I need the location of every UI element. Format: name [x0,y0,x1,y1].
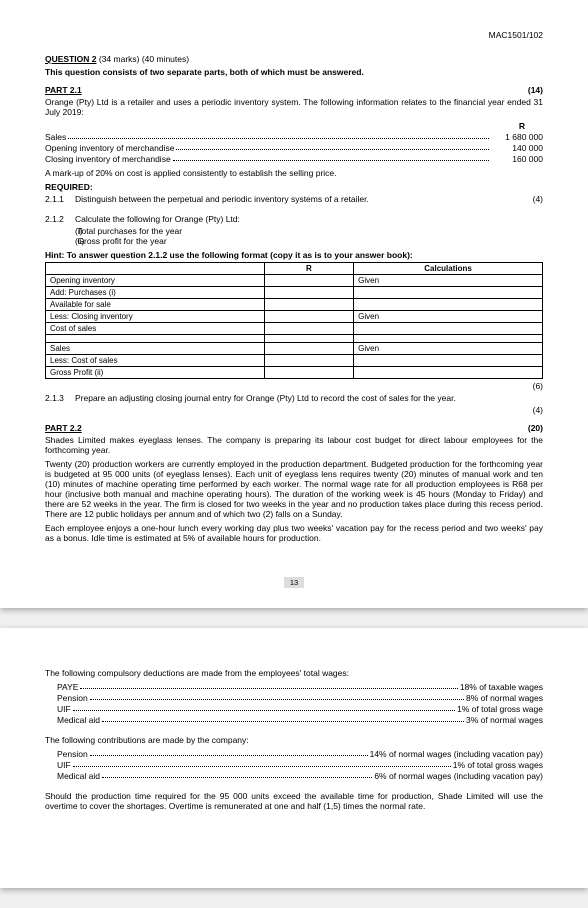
dot-leader [73,704,455,711]
dot-leader [173,154,489,161]
table-header-row: R Calculations [46,263,543,275]
dot-leader [90,749,368,756]
q-2-1-2-ii: (ii) Gross profit for the year [45,236,543,246]
roman-i: (i) [45,226,75,236]
figure-row: Sales 1 680 000 [45,132,543,142]
q-2-1-1: 2.1.1 Distinguish between the perpetual … [45,194,543,204]
contrib-label: UIF [57,760,71,770]
ded-label: UIF [57,704,71,714]
sub-text: Calculate the following for Orange (Pty)… [75,214,543,224]
deduction-row: Pension 8% of normal wages [57,693,543,703]
sub-number: 2.1.2 [45,214,75,224]
table-row: SalesGiven [46,343,543,355]
table-spacer [46,335,543,343]
figure-value: 1 680 000 [491,132,543,142]
roman-ii-text: Gross profit for the year [77,236,166,246]
sub-number: 2.1.1 [45,194,75,204]
dot-leader [176,143,489,150]
figure-value: 160 000 [491,154,543,164]
deduction-row: UIF 1% of total gross wage [57,704,543,714]
dot-leader [90,693,464,700]
dot-leader [102,715,464,722]
figure-row: Closing inventory of merchandise 160 000 [45,154,543,164]
figure-value: 140 000 [491,143,543,153]
q-2-1-2: 2.1.2 Calculate the following for Orange… [45,214,543,224]
ded-label: PAYE [57,682,78,692]
deductions-intro: The following compulsory deductions are … [45,668,543,678]
q-2-1-3-marks: (4) [45,405,543,415]
deduction-row: PAYE 18% of taxable wages [57,682,543,692]
contribution-row: Pension 14% of normal wages (including v… [57,749,543,759]
course-code: MAC1501/102 [45,30,543,40]
overtime-note: Should the production time required for … [45,791,543,811]
page-number: 13 [284,577,304,588]
table-row: Add: Purchases (i) [46,287,543,299]
sub-number: 2.1.3 [45,393,75,403]
part-22-p2: Twenty (20) production workers are curre… [45,459,543,519]
contributions-intro: The following contributions are made by … [45,735,543,745]
calc-table: R Calculations Opening inventoryGiven Ad… [45,262,543,379]
deductions-list: PAYE 18% of taxable wages Pension 8% of … [45,682,543,725]
part-21-header: PART 2.1 (14) [45,85,543,95]
part-22-label: PART 2.2 [45,423,82,433]
q-2-1-3: 2.1.3 Prepare an adjusting closing journ… [45,393,543,403]
table-row: Less: Closing inventoryGiven [46,311,543,323]
col-calc: Calculations [354,263,543,275]
part-22-p3: Each employee enjoys a one-hour lunch ev… [45,523,543,543]
ded-value: 18% of taxable wages [460,682,543,692]
contrib-value: 1% of total gross wages [453,760,543,770]
r-column-head: R [45,121,543,131]
col-r: R [264,263,353,275]
question-marks: (34 marks) (40 minutes) [99,54,189,64]
contribution-row: UIF 1% of total gross wages [57,760,543,770]
question-number: QUESTION 2 [45,54,96,64]
deduction-row: Medical aid 3% of normal wages [57,715,543,725]
q-2-1-2-i: (i) Total purchases for the year [45,226,543,236]
ded-value: 3% of normal wages [466,715,543,725]
dot-leader [80,682,457,689]
figure-row: Opening inventory of merchandise 140 000 [45,143,543,153]
figure-label: Opening inventory of merchandise [45,143,174,153]
page-1: MAC1501/102 QUESTION 2 (34 marks) (40 mi… [0,0,588,608]
part-21-marks: (14) [528,85,543,95]
required-label: REQUIRED: [45,182,543,192]
ded-label: Pension [57,693,88,703]
sub-text: Distinguish between the perpetual and pe… [75,194,519,204]
contrib-label: Pension [57,749,88,759]
question-intro: This question consists of two separate p… [45,67,543,77]
table-row: Gross Profit (ii) [46,367,543,379]
table-row: Cost of sales [46,323,543,335]
figure-label: Closing inventory of merchandise [45,154,171,164]
sub-marks: (4) [519,194,543,204]
table-marks: (6) [45,381,543,391]
part-22-marks: (20) [528,423,543,433]
contrib-value: 14% of normal wages (including vacation … [370,749,543,759]
page-number-wrap: 13 [45,561,543,588]
ded-value: 1% of total gross wage [457,704,543,714]
table-row: Available for sale [46,299,543,311]
roman-ii: (ii) [45,236,75,246]
dot-leader [68,132,489,139]
ded-label: Medical aid [57,715,100,725]
part-22-p1: Shades Limited makes eyeglass lenses. Th… [45,435,543,455]
part-21-desc: Orange (Pty) Ltd is a retailer and uses … [45,97,543,117]
figures-list: Sales 1 680 000 Opening inventory of mer… [45,132,543,164]
markup-note: A mark-up of 20% on cost is applied cons… [45,168,543,178]
dot-leader [102,771,372,778]
part-22-header: PART 2.2 (20) [45,423,543,433]
question-header: QUESTION 2 (34 marks) (40 minutes) [45,54,543,64]
roman-i-text: Total purchases for the year [77,226,182,236]
ded-value: 8% of normal wages [466,693,543,703]
figure-label: Sales [45,132,66,142]
part-21-label: PART 2.1 [45,85,82,95]
table-row: Opening inventoryGiven [46,275,543,287]
dot-leader [73,760,451,767]
sub-text: Prepare an adjusting closing journal ent… [75,393,543,403]
contributions-list: Pension 14% of normal wages (including v… [45,749,543,781]
table-row: Less: Cost of sales [46,355,543,367]
page-2: The following compulsory deductions are … [0,628,588,888]
hint-text: Hint: To answer question 2.1.2 use the f… [45,250,543,260]
